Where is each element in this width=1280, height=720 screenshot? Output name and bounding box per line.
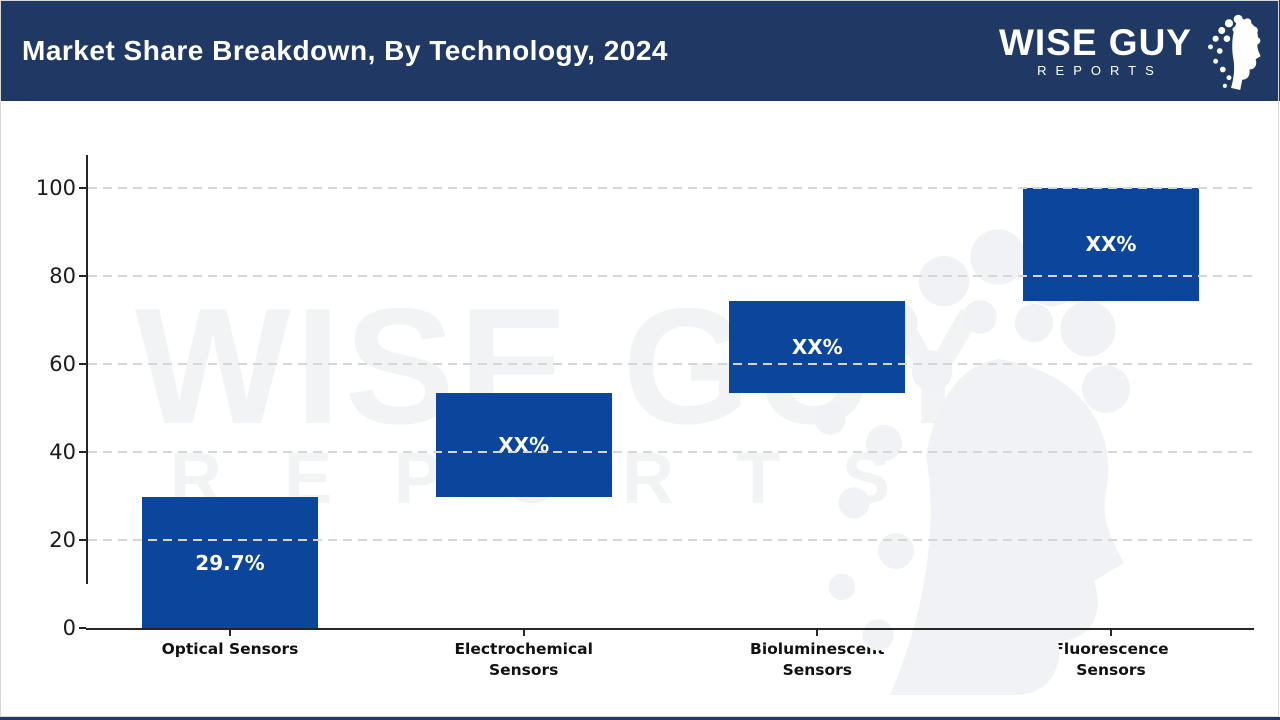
x-axis-line <box>86 628 1254 630</box>
gridline <box>88 450 1253 453</box>
x-tick-mark <box>522 630 525 636</box>
y-tick-mark <box>79 186 86 189</box>
x-tick-mark <box>229 630 231 636</box>
brand-logo-text: WISE GUY REPORTS <box>998 21 1192 79</box>
category-label: Fluorescence Sensors <box>1053 640 1169 679</box>
y-axis-line <box>86 155 88 584</box>
y-tick-label: 100 <box>35 175 76 200</box>
bar-segment: XX% <box>435 393 612 498</box>
bar-value-label: XX% <box>1085 232 1137 257</box>
y-tick-label: 0 <box>62 616 76 640</box>
gridline <box>88 186 1253 189</box>
brand-logo: WISE GUY REPORTS <box>999 10 1266 92</box>
y-tick-mark <box>79 538 86 541</box>
chart-title: Market Share Breakdown, By Technology, 2… <box>22 34 669 66</box>
bar-value-label: XX% <box>498 433 550 458</box>
header-bar: Market Share Breakdown, By Technology, 2… <box>0 0 1280 101</box>
bar-value-label: 29.7% <box>195 550 265 575</box>
brand-subtitle: REPORTS <box>1037 63 1163 79</box>
y-tick-mark <box>79 627 86 629</box>
bar-segment: 29.7% <box>142 497 318 628</box>
y-tick-mark <box>79 450 86 453</box>
category-label: Electrochemical Sensors <box>454 640 593 679</box>
bar-segment: XX% <box>729 300 906 394</box>
y-tick-label: 20 <box>49 527 76 552</box>
gridline <box>88 362 1253 365</box>
plot-area: 0 20 40 60 80 100 29.7% XX% XX% XX% Optical Sensor… <box>0 101 1280 720</box>
bar-segment: XX% <box>1023 187 1199 301</box>
gridline <box>88 274 1253 277</box>
y-tick-label: 40 <box>49 439 76 464</box>
gridline <box>88 538 1253 541</box>
y-tick-label: 80 <box>49 263 76 288</box>
brand-head-icon <box>1208 14 1261 90</box>
category-label: Optical Sensors <box>161 640 299 658</box>
brand-name: WISE GUY <box>998 21 1192 63</box>
x-tick-mark <box>1110 630 1112 636</box>
bar-value-label: XX% <box>791 334 843 359</box>
y-tick-mark <box>79 362 86 365</box>
y-tick-mark <box>79 274 86 277</box>
x-tick-mark <box>816 630 819 636</box>
category-label: Bioluminescent Sensors <box>750 640 885 679</box>
y-tick-label: 60 <box>49 351 76 376</box>
